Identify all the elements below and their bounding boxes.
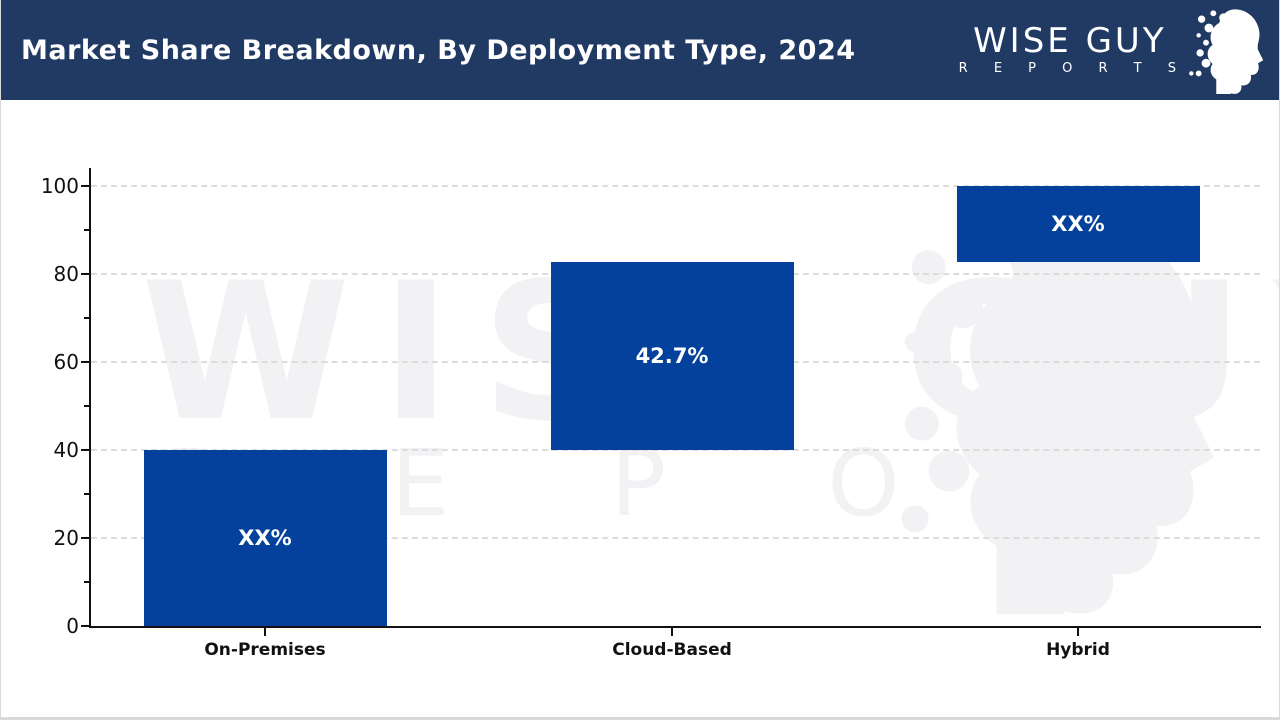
y-axis-line (89, 168, 91, 628)
x-axis-category-label: Hybrid (1046, 640, 1110, 660)
y-axis-tick-label: 80 (53, 262, 79, 286)
watermark-face-icon (901, 221, 1215, 615)
y-axis-tick-label: 40 (53, 438, 79, 462)
x-axis-category-label: Cloud-Based (612, 640, 732, 660)
bar-cloud-based: 42.7% (550, 262, 794, 450)
y-axis-tick-label: 0 (66, 614, 79, 638)
y-axis-minor-tick (84, 405, 89, 407)
brand-subname: R E P O R T S (958, 61, 1187, 77)
y-axis-major-tick (81, 361, 89, 363)
y-gridline (91, 449, 1260, 451)
y-gridline (91, 537, 1260, 539)
x-axis-line (89, 626, 1261, 628)
x-axis-tick (1077, 628, 1079, 636)
y-gridline (91, 185, 1260, 187)
header-band: Market Share Breakdown, By Deployment Ty… (1, 0, 1279, 100)
x-axis-tick (671, 628, 673, 636)
brand-logo: WISE GUY R E P O R T S (953, 6, 1279, 94)
y-axis-minor-tick (84, 493, 89, 495)
bar-value-label: XX% (1051, 212, 1105, 237)
y-axis-major-tick (81, 449, 89, 451)
y-axis-minor-tick (84, 229, 89, 231)
y-axis-major-tick (81, 185, 89, 187)
bar-value-label: 42.7% (635, 344, 709, 369)
y-axis-tick-label: 100 (40, 174, 79, 198)
bar-hybrid: XX% (956, 186, 1200, 263)
bar-on-premises: XX% (143, 450, 387, 626)
y-axis-minor-tick (84, 581, 89, 583)
brand-name: WISE GUY (973, 20, 1167, 61)
bar-value-label: XX% (238, 526, 292, 550)
y-axis-tick-label: 20 (53, 526, 79, 550)
y-axis-major-tick (81, 625, 89, 627)
y-axis-major-tick (81, 537, 89, 539)
y-axis-minor-tick (84, 317, 89, 319)
x-axis-tick (264, 628, 266, 636)
y-axis-major-tick (81, 273, 89, 275)
page-title: Market Share Breakdown, By Deployment Ty… (21, 34, 856, 66)
brand-face-icon (1189, 9, 1264, 94)
y-axis-tick-label: 60 (53, 350, 79, 374)
x-axis-category-label: On-Premises (204, 640, 326, 660)
brand-logo-text: WISE GUY R E P O R T S (953, 20, 1187, 77)
